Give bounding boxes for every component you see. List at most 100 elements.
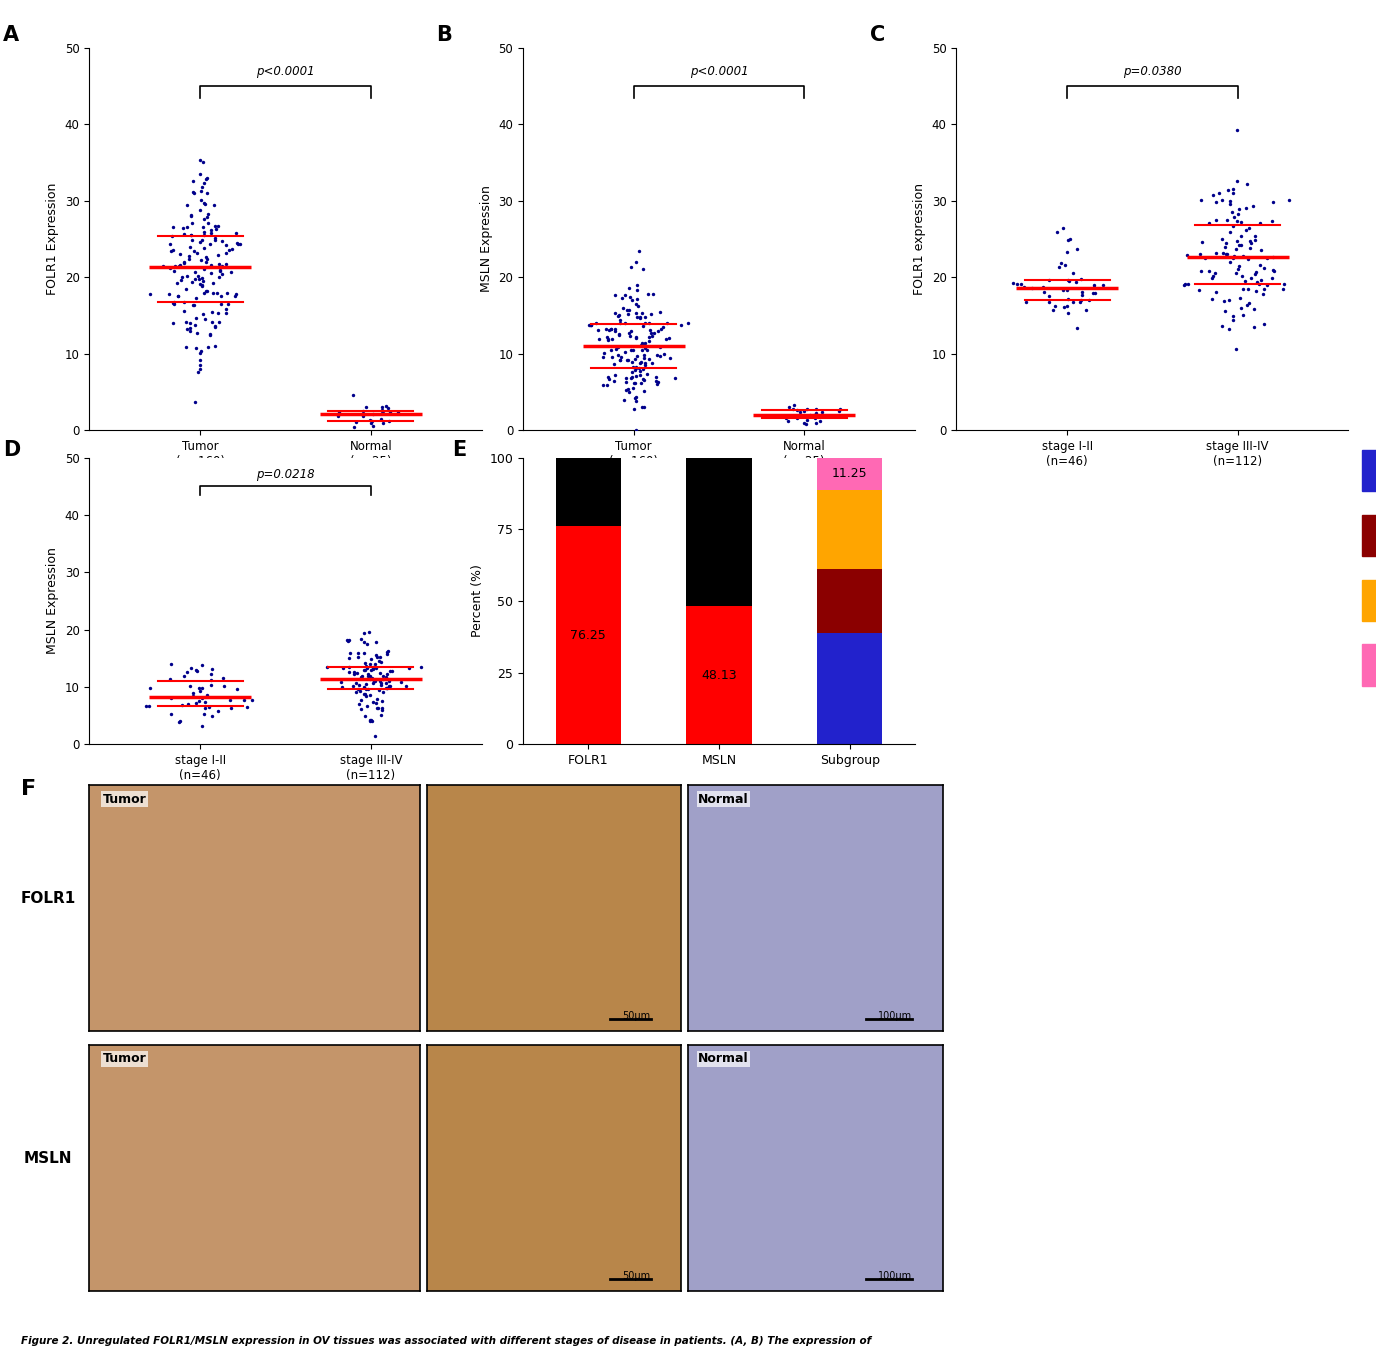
Point (603, 370, 625, 392)
Point (640, 303, 662, 325)
Point (352, 400, 374, 422)
Point (634, 332, 656, 354)
Point (164, 292, 186, 314)
Point (1254, 257, 1276, 279)
Point (776, 410, 798, 432)
Point (1071, 281, 1093, 303)
Point (363, 671, 385, 693)
Point (618, 299, 640, 321)
Point (338, 657, 361, 679)
Point (629, 307, 651, 329)
Point (1201, 183, 1223, 205)
Point (656, 313, 678, 335)
Point (1211, 228, 1233, 250)
Y-axis label: MSLN Expression: MSLN Expression (480, 186, 493, 292)
Point (362, 657, 384, 679)
Point (361, 658, 383, 680)
Point (345, 411, 367, 433)
Point (1214, 290, 1236, 311)
Point (655, 328, 677, 350)
Point (193, 152, 215, 173)
Point (201, 223, 223, 245)
Point (351, 665, 373, 687)
Point (205, 219, 227, 240)
Point (189, 231, 211, 253)
Point (355, 656, 377, 678)
Point (1232, 303, 1254, 325)
Point (365, 643, 387, 665)
Point (194, 691, 216, 713)
Point (795, 413, 817, 434)
Point (633, 396, 655, 418)
Point (619, 367, 641, 389)
Point (200, 324, 222, 346)
Point (622, 377, 644, 399)
Point (652, 343, 674, 365)
Point (354, 683, 376, 705)
Text: Normal: Normal (698, 1052, 749, 1065)
Point (173, 251, 195, 273)
Point (182, 272, 204, 294)
Point (596, 374, 618, 396)
Text: MSLN: MSLN (23, 1150, 73, 1165)
Text: p=0.0218: p=0.0218 (256, 467, 315, 481)
Point (597, 320, 619, 342)
Point (175, 311, 197, 333)
Point (1065, 270, 1087, 292)
Point (604, 284, 626, 306)
Point (363, 653, 385, 675)
Point (372, 396, 394, 418)
Point (614, 284, 636, 306)
Point (361, 668, 383, 690)
Point (200, 234, 222, 255)
Point (1042, 299, 1064, 321)
Point (204, 214, 226, 236)
Point (645, 344, 667, 366)
Point (179, 236, 201, 258)
Point (640, 322, 662, 344)
Point (626, 288, 648, 310)
Point (201, 301, 223, 322)
Point (597, 328, 619, 350)
Point (634, 354, 656, 376)
Point (376, 663, 398, 684)
Point (625, 328, 647, 350)
Point (362, 403, 384, 425)
Point (1216, 179, 1238, 201)
Point (208, 311, 230, 333)
Point (1010, 273, 1032, 295)
Point (359, 709, 381, 731)
Point (215, 253, 237, 275)
Point (1249, 254, 1271, 276)
Point (189, 690, 211, 712)
Point (1252, 313, 1274, 335)
Point (187, 361, 209, 382)
Point (1051, 279, 1073, 301)
Point (160, 234, 182, 255)
Point (1054, 254, 1076, 276)
Point (372, 668, 394, 690)
Bar (1362, 645, 1376, 686)
Point (190, 340, 212, 362)
Point (636, 363, 658, 385)
Point (191, 275, 213, 296)
Point (1069, 290, 1091, 311)
Point (805, 413, 827, 434)
Point (1093, 273, 1115, 295)
Point (594, 318, 616, 340)
Point (337, 630, 359, 652)
Point (201, 272, 223, 294)
Point (626, 346, 648, 367)
Point (336, 630, 358, 652)
Text: FOLR1: FOLR1 (21, 891, 76, 906)
Point (381, 660, 403, 682)
Point (619, 285, 641, 307)
Point (1243, 195, 1265, 217)
Point (366, 697, 388, 719)
Point (354, 683, 376, 705)
Point (168, 712, 190, 734)
Point (387, 400, 409, 422)
Point (1240, 266, 1262, 288)
Point (162, 239, 184, 261)
Point (372, 403, 394, 425)
